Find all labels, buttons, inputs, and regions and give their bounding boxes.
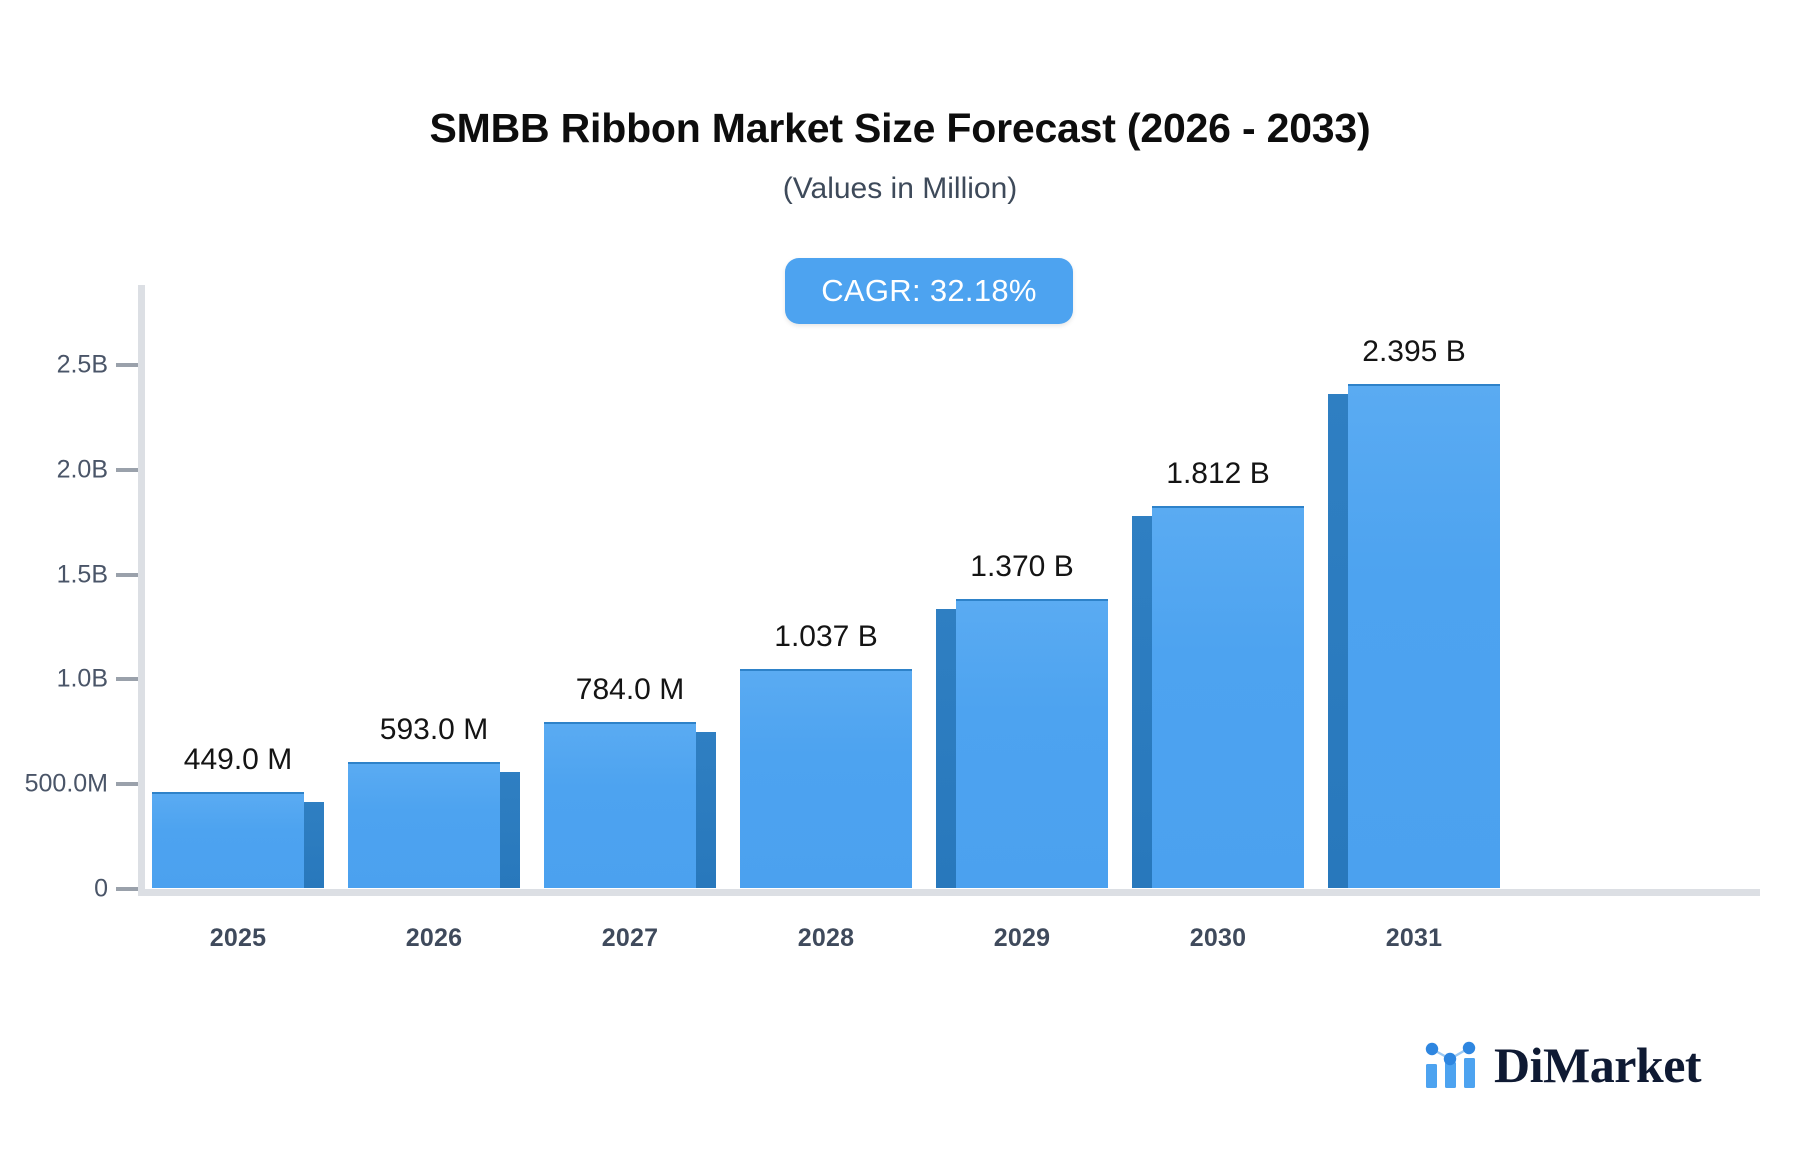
bar-value-label: 784.0 M bbox=[575, 673, 685, 706]
bar-front-face bbox=[544, 722, 696, 888]
plot-area bbox=[138, 285, 1760, 896]
cagr-badge: CAGR: 32.18% bbox=[785, 258, 1073, 324]
bar-2028[interactable] bbox=[740, 669, 912, 888]
bar-2031[interactable] bbox=[1328, 384, 1500, 888]
x-axis-tick-label: 2029 bbox=[993, 924, 1051, 952]
bar-side-face bbox=[1132, 516, 1152, 888]
y-axis-tick-label: 0 bbox=[94, 874, 108, 903]
bar-value-label: 1.037 B bbox=[774, 620, 878, 653]
bar-value-label: 1.812 B bbox=[1166, 457, 1270, 490]
bar-front-face bbox=[740, 669, 912, 888]
y-axis-tick-mark bbox=[116, 887, 140, 891]
brand-name: DiMarket bbox=[1494, 1037, 1702, 1093]
y-axis-tick-label: 500.0M bbox=[24, 769, 108, 798]
bar-front-face bbox=[348, 762, 500, 888]
y-axis-line bbox=[138, 285, 145, 895]
y-axis-tick-label: 1.0B bbox=[56, 664, 108, 693]
x-axis-tick-label: 2025 bbox=[209, 924, 267, 952]
x-axis-tick-label: 2027 bbox=[601, 924, 659, 952]
bar-front-face bbox=[956, 599, 1108, 888]
bar-2027[interactable] bbox=[544, 722, 716, 888]
x-axis-line bbox=[138, 889, 1760, 896]
x-axis-tick-label: 2026 bbox=[405, 924, 463, 952]
bar-2026[interactable] bbox=[348, 762, 520, 888]
bar-side-face bbox=[304, 802, 324, 888]
y-axis-tick-label: 2.5B bbox=[56, 350, 108, 379]
y-axis-tick-label: 1.5B bbox=[56, 560, 108, 589]
y-axis-tick-label: 2.0B bbox=[56, 455, 108, 484]
bar-front-face bbox=[152, 792, 304, 888]
cagr-badge-label: CAGR: 32.18% bbox=[821, 273, 1037, 308]
brand-logo: DiMarket bbox=[1424, 1037, 1702, 1093]
bar-front-face bbox=[1152, 506, 1304, 888]
bar-value-label: 1.370 B bbox=[970, 550, 1074, 583]
bar-2029[interactable] bbox=[936, 599, 1108, 888]
bar-side-face bbox=[936, 609, 956, 888]
bar-value-label: 449.0 M bbox=[183, 743, 293, 776]
y-axis-tick-mark bbox=[116, 677, 140, 682]
y-axis-tick-mark bbox=[116, 363, 140, 367]
y-axis-tick-mark bbox=[116, 467, 140, 472]
y-axis-tick-mark bbox=[116, 572, 140, 577]
bar-front-face bbox=[1348, 384, 1500, 888]
bar-side-face bbox=[500, 772, 520, 888]
bar-side-face bbox=[1328, 394, 1348, 888]
bar-value-label: 2.395 B bbox=[1362, 335, 1466, 368]
bar-chart-dots-icon bbox=[1425, 1041, 1476, 1088]
bar-side-face bbox=[696, 732, 716, 888]
bar-2030[interactable] bbox=[1132, 506, 1304, 888]
page-title: SMBB Ribbon Market Size Forecast (2026 -… bbox=[429, 105, 1371, 151]
x-axis-tick-label: 2030 bbox=[1189, 924, 1247, 952]
bar-value-label: 593.0 M bbox=[379, 713, 489, 746]
chart-subtitle: (Values in Million) bbox=[782, 172, 1018, 205]
x-axis-tick-label: 2028 bbox=[797, 924, 855, 952]
x-axis-tick-label: 2031 bbox=[1385, 924, 1443, 952]
y-axis-tick-mark bbox=[116, 782, 140, 787]
bar-2025[interactable] bbox=[152, 792, 324, 888]
